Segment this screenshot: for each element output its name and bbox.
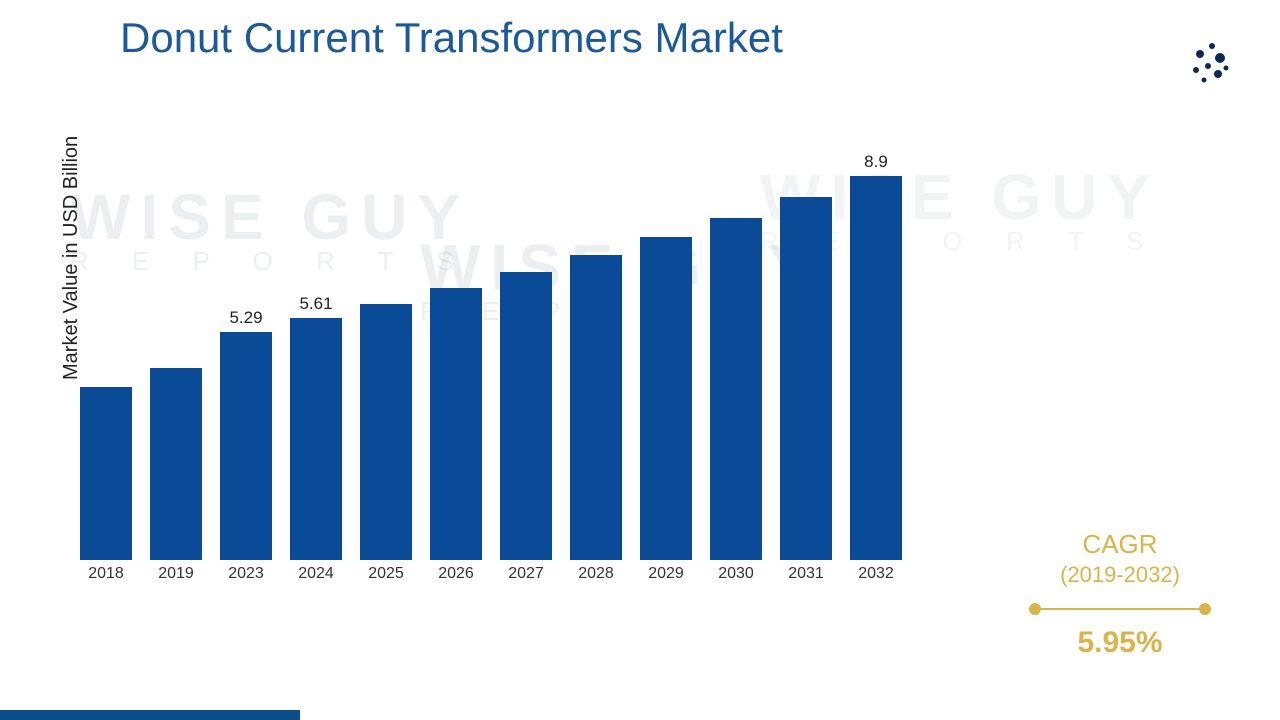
bar-fill — [430, 288, 482, 560]
bar-fill — [710, 218, 762, 560]
x-tick-label: 2030 — [710, 565, 762, 583]
bar — [780, 197, 832, 560]
bar — [150, 368, 202, 560]
bar — [570, 255, 622, 560]
head-icon — [1170, 24, 1250, 114]
bar-fill — [80, 387, 132, 560]
x-tick-label: 2029 — [640, 565, 692, 583]
bar-fill — [360, 304, 412, 560]
bar: 8.9 — [850, 176, 902, 560]
bar-fill — [640, 237, 692, 560]
bar-fill — [570, 255, 622, 560]
brand-logo: WISE GUY R E P O R T S — [990, 30, 1240, 78]
bar-chart: 5.29 5.61 8.9 — [80, 150, 920, 560]
bar-fill — [150, 368, 202, 560]
x-tick-label: 2018 — [80, 565, 132, 583]
x-tick-label: 2032 — [850, 565, 902, 583]
cagr-label: CAGR — [1010, 529, 1230, 560]
x-tick-label: 2023 — [220, 565, 272, 583]
bar — [430, 288, 482, 560]
x-tick-label: 2019 — [150, 565, 202, 583]
bar-value-label: 5.61 — [290, 294, 342, 314]
bar-fill — [290, 318, 342, 560]
x-tick-label: 2024 — [290, 565, 342, 583]
bar: 5.29 — [220, 332, 272, 560]
x-tick-label: 2026 — [430, 565, 482, 583]
bar — [640, 237, 692, 560]
bar — [80, 387, 132, 560]
stage: WISE GUY R E P O R T S WISE GUY R E P O … — [0, 0, 1280, 720]
bar — [360, 304, 412, 560]
bar-value-label: 8.9 — [850, 152, 902, 172]
bars-container: 5.29 5.61 8.9 — [80, 150, 920, 560]
cagr-block: CAGR (2019-2032) 5.95% — [1010, 529, 1230, 660]
bar-fill — [780, 197, 832, 560]
x-tick-label: 2027 — [500, 565, 552, 583]
bar-value-label: 5.29 — [220, 308, 272, 328]
bar: 5.61 — [290, 318, 342, 560]
chart-title: Donut Current Transformers Market — [120, 14, 783, 62]
x-tick-label: 2031 — [780, 565, 832, 583]
bar-fill — [220, 332, 272, 560]
x-tick-label: 2028 — [570, 565, 622, 583]
x-tick-label: 2025 — [360, 565, 412, 583]
cagr-value: 5.95% — [1010, 626, 1230, 660]
bottom-accent-bar — [0, 710, 300, 720]
cagr-divider — [1035, 608, 1205, 610]
bar — [500, 272, 552, 560]
bar — [710, 218, 762, 560]
bar-fill — [850, 176, 902, 560]
x-axis-labels: 2018 2019 2023 2024 2025 2026 2027 2028 2029 2030… — [80, 565, 920, 595]
bar-fill — [500, 272, 552, 560]
cagr-range: (2019-2032) — [1010, 562, 1230, 588]
